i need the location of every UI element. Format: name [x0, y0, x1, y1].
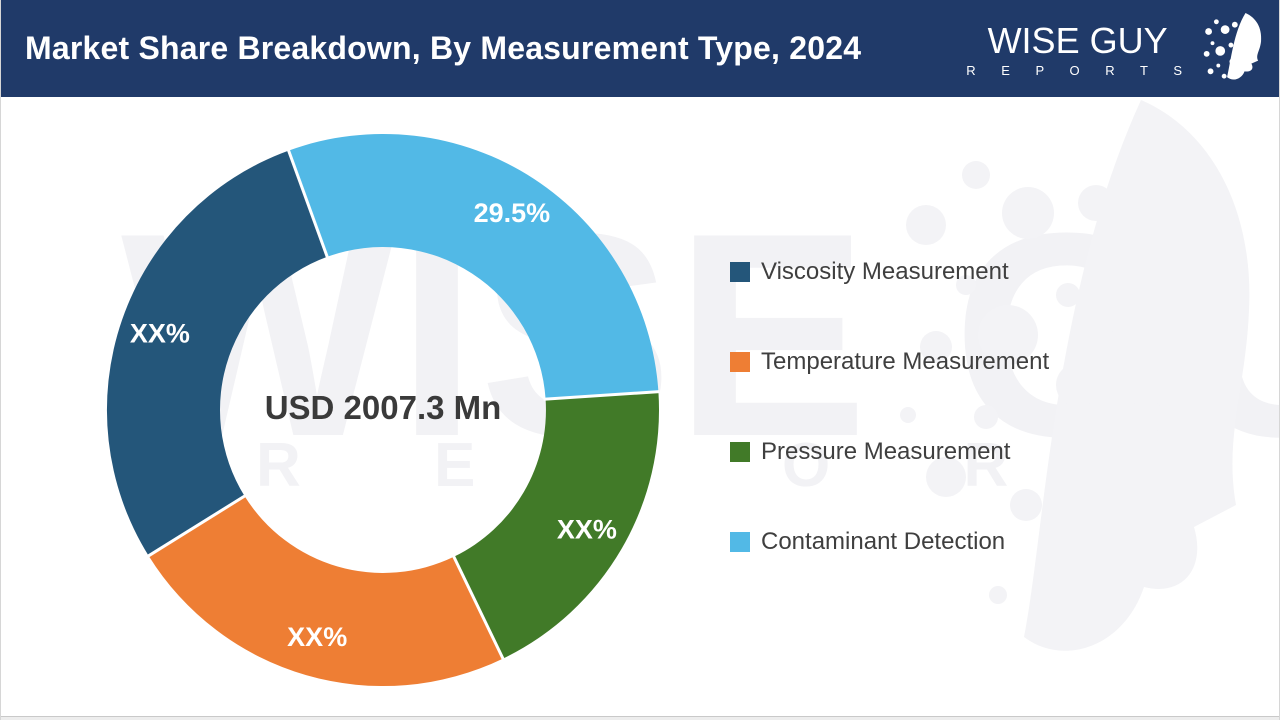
legend-item-label: Contaminant Detection	[761, 528, 1006, 555]
bottom-border-line	[1, 716, 1279, 717]
segment-value-label: XX%	[557, 514, 617, 544]
segment-divider	[147, 493, 248, 558]
legend-item: Viscosity Measurement	[730, 248, 1049, 296]
header: Market Share Breakdown, By Measurement T…	[1, 0, 1279, 97]
legend-item: Contaminant Detection	[730, 518, 1049, 566]
page-title: Market Share Breakdown, By Measurement T…	[25, 30, 862, 66]
segment-value-label: XX%	[130, 318, 190, 348]
legend-item-label: Temperature Measurement	[761, 348, 1050, 375]
logo-name: WISE GUY	[987, 19, 1168, 61]
chart-center-value: USD 2007.3 Mn	[264, 389, 502, 426]
legend-swatch	[730, 532, 750, 552]
legend: Viscosity Measurement Temperature Measur…	[730, 248, 1049, 608]
logo-face-icon	[1203, 13, 1262, 80]
segment-value-label: 29.5%	[474, 198, 551, 228]
logo-tagline: R E P O R T S	[966, 62, 1193, 78]
donut-segment-contaminant-detection	[288, 133, 659, 400]
legend-item-label: Pressure Measurement	[761, 438, 1011, 465]
legend-item: Temperature Measurement	[730, 338, 1049, 386]
donut-segment-pressure-measurement	[453, 391, 660, 659]
legend-item: Pressure Measurement	[730, 428, 1049, 476]
donut-segment-viscosity-measurement	[106, 150, 328, 556]
donut-segment-temperature-measurement	[148, 496, 503, 687]
watermark-face-icon	[900, 100, 1250, 651]
donut-chart: 29.5% XX% XX% XX%	[106, 133, 660, 687]
segment-value-label: XX%	[287, 622, 347, 652]
bottom-edge	[1, 717, 1279, 720]
legend-item-label: Viscosity Measurement	[761, 258, 1009, 285]
wise-guy-logo: WISE GUY R E P O R T S	[962, 6, 1263, 92]
segment-divider	[286, 149, 330, 260]
legend-swatch	[730, 442, 750, 462]
segment-divider	[543, 390, 660, 401]
legend-swatch	[730, 352, 750, 372]
segment-divider	[451, 554, 505, 661]
legend-swatch	[730, 262, 750, 282]
